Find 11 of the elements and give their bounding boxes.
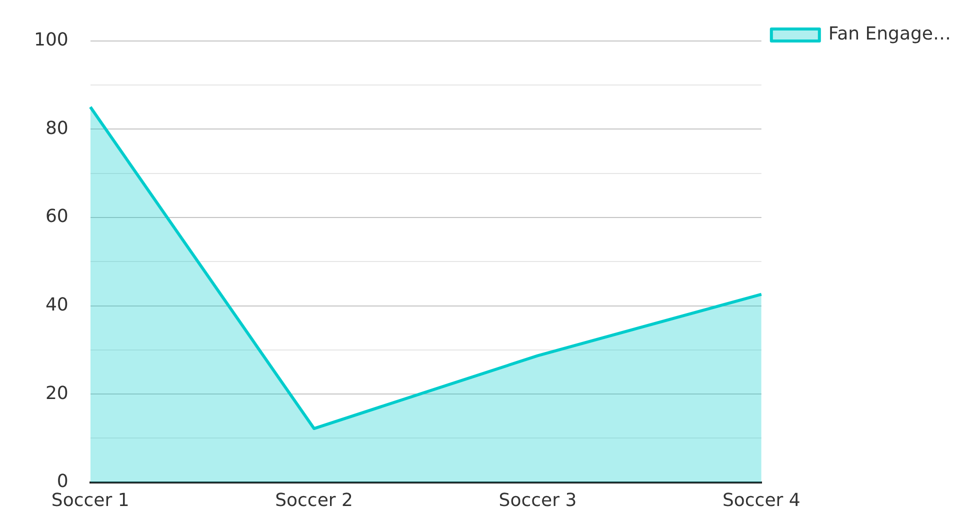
- y-tick-label: 20: [45, 382, 68, 404]
- y-tick-label: 100: [34, 29, 68, 50]
- x-tick-label: Soccer 3: [498, 490, 577, 511]
- y-tick-label: 80: [45, 118, 68, 139]
- x-tick-label: Soccer 4: [722, 490, 800, 511]
- y-tick-label: 60: [45, 206, 68, 228]
- x-tick-label: Soccer 2: [275, 490, 353, 511]
- legend-label: Fan Engage…: [828, 24, 952, 45]
- y-tick-label: 40: [45, 294, 68, 316]
- y-tick-label: 0: [56, 471, 68, 492]
- x-tick-label: Soccer 1: [51, 490, 130, 511]
